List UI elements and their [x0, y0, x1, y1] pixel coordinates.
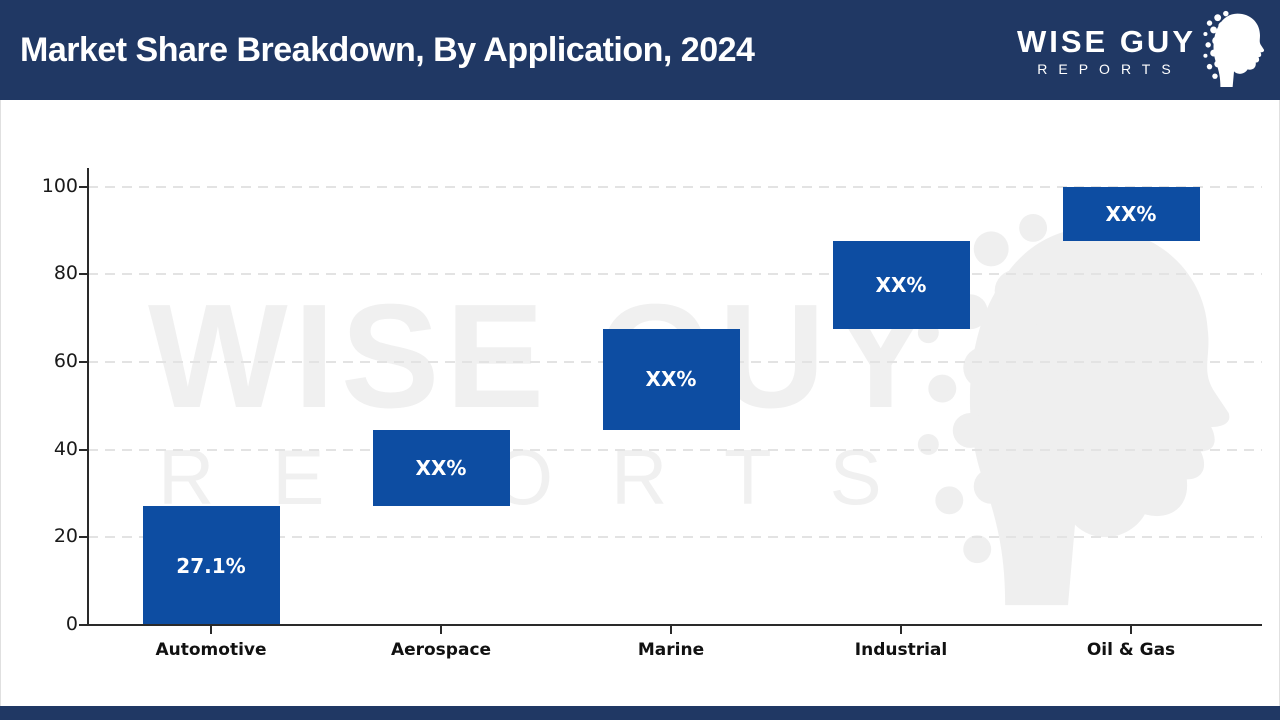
- brand-name: WISE GUY: [1016, 24, 1196, 59]
- gridline-100: [88, 185, 1262, 188]
- x-category-label: Industrial: [854, 640, 948, 660]
- x-axis-line: [87, 624, 1262, 626]
- bar-value-label: XX%: [1105, 201, 1157, 226]
- gridline-80: [88, 273, 1262, 276]
- chart-title: Market Share Breakdown, By Application, …: [20, 30, 755, 69]
- bar-value-label: XX%: [875, 273, 927, 298]
- y-tick-mark: [79, 185, 87, 188]
- bar-marine: XX%: [602, 329, 740, 430]
- brand-logo: WISE GUY REPORTS: [1017, 6, 1268, 96]
- dotted-head-profile-watermark: [917, 213, 1230, 606]
- x-category-label: Oil & Gas: [1086, 640, 1176, 660]
- y-tick-mark: [79, 624, 87, 626]
- bar-automotive: 27.1%: [142, 506, 280, 625]
- bar-value-label: XX%: [415, 456, 467, 480]
- x-tick-mark: [210, 626, 212, 634]
- header-bar: Market Share Breakdown, By Application, …: [0, 0, 1280, 100]
- x-tick-mark: [440, 626, 442, 634]
- bar-value-label: 27.1%: [176, 553, 246, 578]
- y-axis-line: [87, 168, 89, 626]
- x-category-label: Marine: [637, 640, 705, 660]
- y-tick-label: 20: [53, 525, 78, 548]
- y-tick-mark: [79, 360, 87, 363]
- x-category-label: Aerospace: [390, 640, 492, 660]
- x-category-label: Automotive: [155, 640, 267, 660]
- x-tick-mark: [900, 626, 902, 634]
- bar-oil-gas: XX%: [1062, 186, 1200, 242]
- dotted-head-profile-icon: [1203, 10, 1265, 88]
- y-tick-label: 0: [65, 613, 78, 635]
- y-tick-label: 60: [53, 349, 78, 372]
- y-tick-mark: [79, 273, 87, 276]
- y-tick-mark: [79, 448, 87, 451]
- x-tick-mark: [670, 626, 672, 634]
- brand-logo-text: WISE GUY REPORTS: [1017, 24, 1196, 77]
- footer-bar: [0, 706, 1280, 720]
- y-tick-label: 100: [41, 174, 78, 197]
- bar-value-label: XX%: [645, 367, 697, 392]
- y-tick-label: 40: [53, 437, 78, 460]
- gridline-40: [88, 448, 1262, 451]
- watermark-brand-text: WISE GUY: [148, 274, 937, 439]
- y-tick-label: 80: [53, 262, 78, 285]
- y-tick-mark: [79, 536, 87, 539]
- brand-subname: REPORTS: [1037, 61, 1182, 77]
- bar-industrial: XX%: [832, 241, 970, 329]
- gridline-20: [88, 536, 1262, 539]
- x-tick-mark: [1130, 626, 1132, 634]
- bar-aerospace: XX%: [372, 429, 510, 507]
